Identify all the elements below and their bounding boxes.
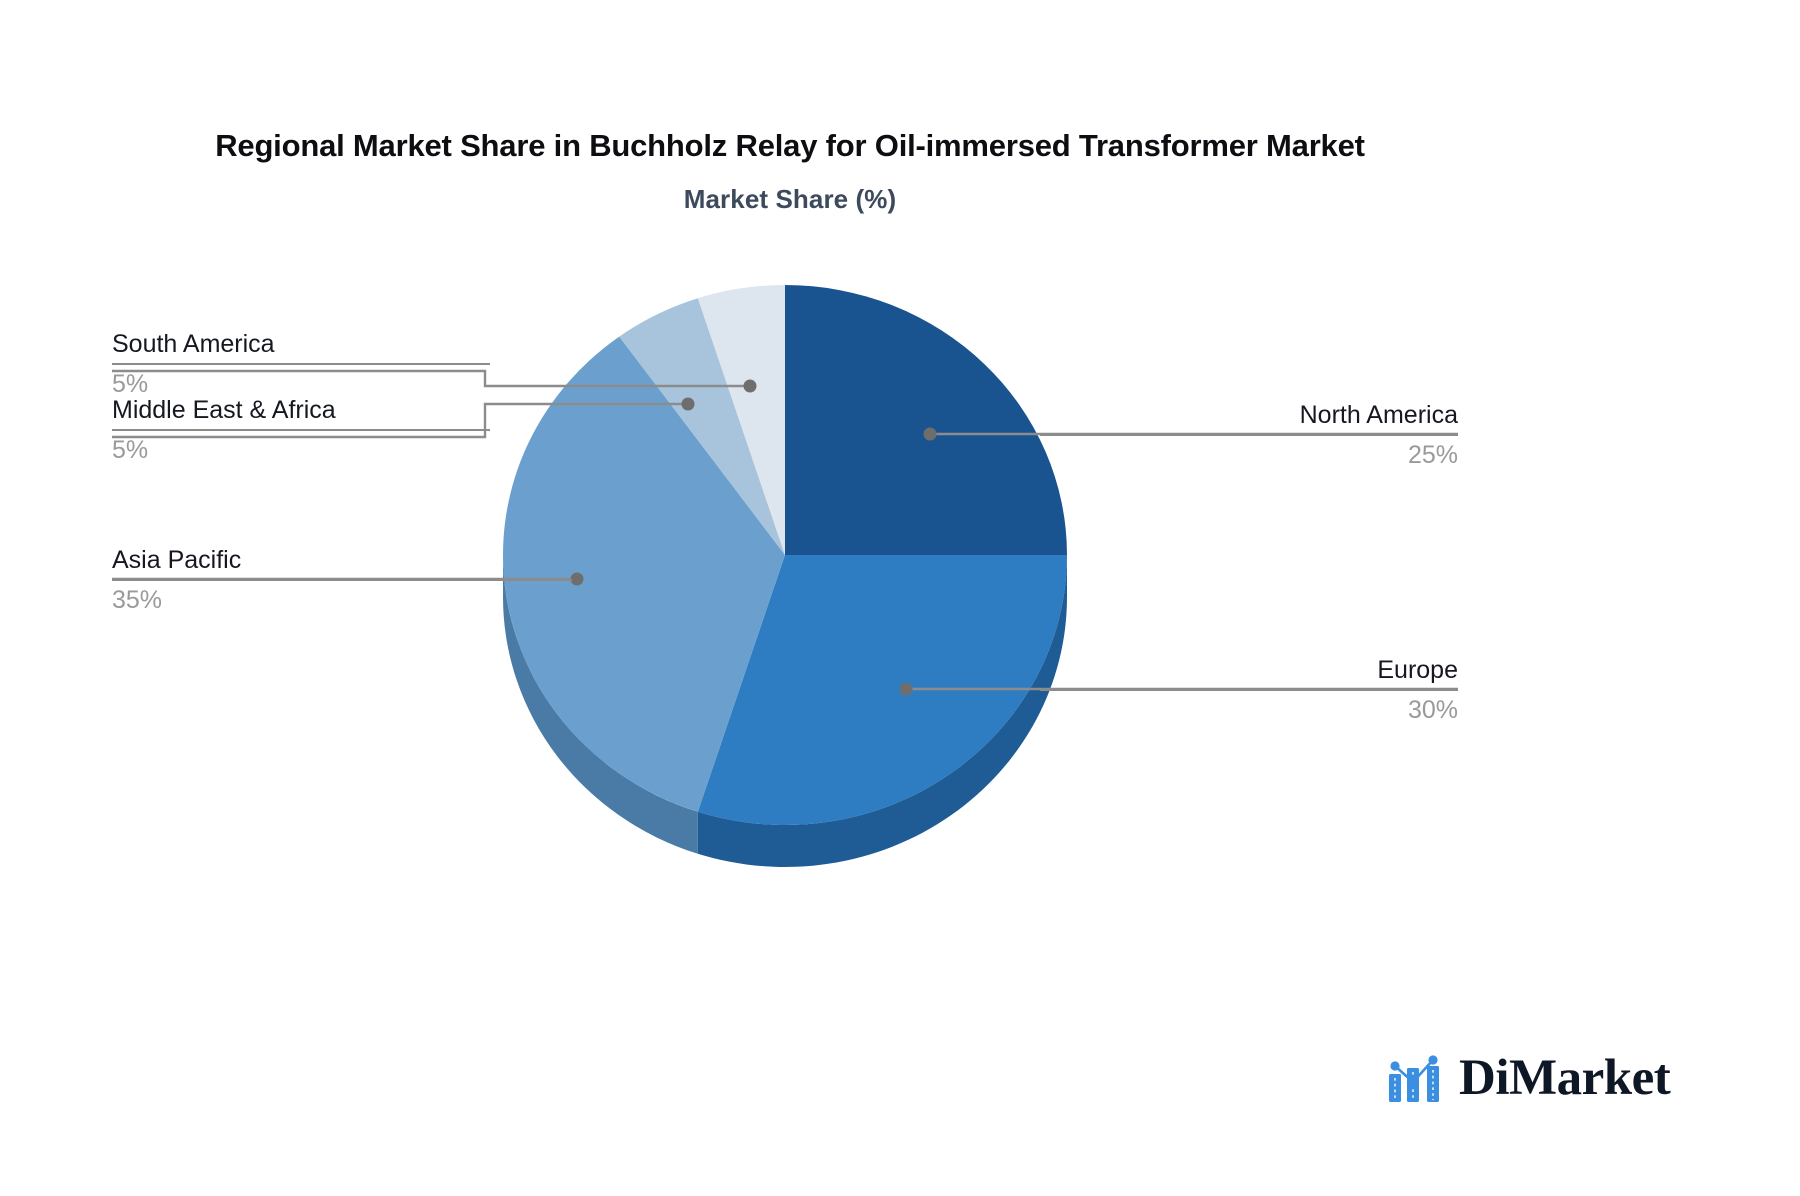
chart-title: Regional Market Share in Buchholz Relay … <box>215 128 1365 163</box>
callout-rule-south-america <box>112 363 490 365</box>
leader-dot-asia-pacific <box>570 572 584 586</box>
bar-chart-logo-icon <box>1389 1055 1439 1102</box>
callout-value-europe: 30% <box>1407 696 1458 724</box>
callout-value-asia-pacific: 35% <box>112 586 163 614</box>
leader-line-middle-east-africa <box>112 397 695 439</box>
pie-side-europe <box>697 555 1067 868</box>
callout-europe[interactable]: Europe 30% <box>1040 654 1458 727</box>
callout-label-asia-pacific: Asia Pacific <box>112 546 242 574</box>
pie-slice-asia-pacific[interactable] <box>502 336 785 812</box>
chart-subtitle: Market Share (%) <box>683 184 897 214</box>
pie-slice-middle-east-africa[interactable] <box>619 298 785 555</box>
leader-dot-middle-east-africa <box>681 397 695 411</box>
callout-rule-asia-pacific <box>112 579 572 581</box>
callout-north-america[interactable]: North America 25% <box>1040 399 1458 472</box>
pie-slice-south-america[interactable] <box>697 285 785 555</box>
logo-wordmark: DiMarket <box>1459 1049 1671 1106</box>
leader-line-south-america <box>112 369 757 393</box>
pie-top-faces <box>502 285 1067 825</box>
callout-value-north-america: 25% <box>1407 441 1458 469</box>
pie-3d-side-walls <box>503 555 1067 868</box>
callout-rule-europe <box>1040 689 1458 691</box>
pie-slice-europe[interactable] <box>697 555 1067 825</box>
callout-rule-north-america <box>1040 434 1458 436</box>
callout-middle-east-africa[interactable]: Middle East & Africa 5% <box>112 394 490 467</box>
callout-label-europe: Europe <box>1377 656 1458 684</box>
pie-slice-north-america[interactable] <box>785 285 1067 555</box>
leader-dot-north-america <box>923 427 937 441</box>
callout-label-north-america: North America <box>1299 401 1458 429</box>
dimarket-logo: DiMarket <box>1387 1049 1671 1106</box>
callout-rule-middle-east-africa <box>112 429 490 431</box>
callout-value-middle-east-africa: 5% <box>112 436 149 464</box>
leader-dot-south-america <box>743 379 757 393</box>
pie-side-asia-pacific <box>503 555 698 854</box>
callout-south-america[interactable]: South America 5% <box>112 328 490 401</box>
leader-dot-europe <box>899 682 913 696</box>
callout-asia-pacific[interactable]: Asia Pacific 35% <box>112 544 572 617</box>
callout-label-south-america: South America <box>112 330 275 358</box>
callout-label-middle-east-africa: Middle East & Africa <box>112 396 336 424</box>
callout-value-south-america: 5% <box>112 370 149 398</box>
